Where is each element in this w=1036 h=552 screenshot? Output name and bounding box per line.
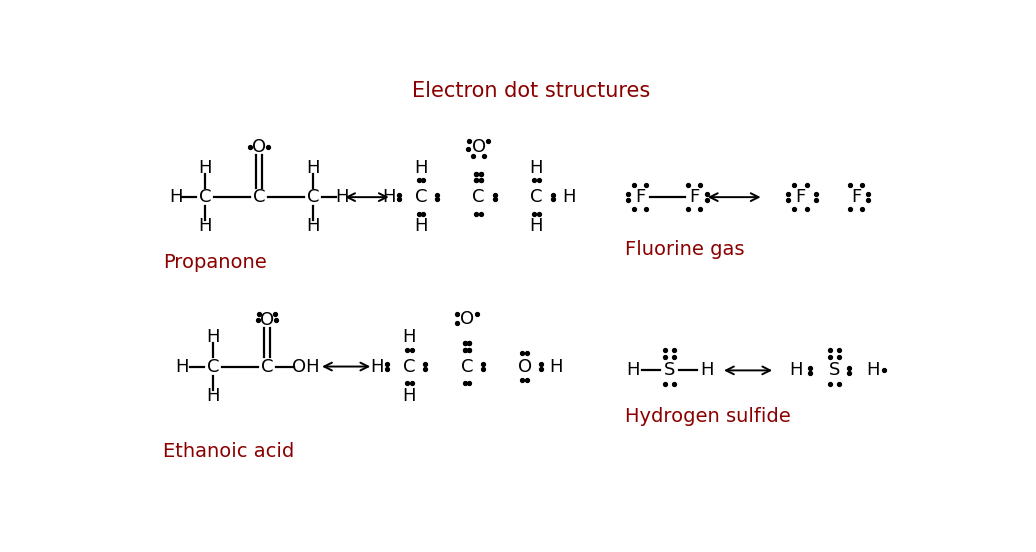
Text: O: O bbox=[252, 138, 266, 156]
Text: H: H bbox=[626, 362, 639, 379]
Text: H: H bbox=[307, 217, 320, 235]
Text: C: C bbox=[307, 188, 319, 206]
Text: H: H bbox=[529, 159, 543, 177]
Text: H: H bbox=[307, 159, 320, 177]
Text: Fluorine gas: Fluorine gas bbox=[625, 240, 745, 259]
Text: O: O bbox=[260, 311, 274, 330]
Text: H: H bbox=[529, 217, 543, 235]
Text: H: H bbox=[414, 217, 428, 235]
Text: H: H bbox=[199, 217, 212, 235]
Text: H: H bbox=[414, 159, 428, 177]
Text: C: C bbox=[472, 188, 485, 206]
Text: H: H bbox=[336, 188, 349, 206]
Text: H: H bbox=[549, 358, 563, 375]
Text: C: C bbox=[530, 188, 543, 206]
Text: F: F bbox=[635, 188, 645, 206]
Text: Electron dot structures: Electron dot structures bbox=[412, 81, 650, 101]
Text: H: H bbox=[175, 358, 189, 375]
Text: O: O bbox=[518, 358, 531, 375]
Text: OH: OH bbox=[291, 358, 319, 375]
Text: S: S bbox=[664, 362, 675, 379]
Text: H: H bbox=[562, 188, 575, 206]
Text: H: H bbox=[403, 387, 416, 405]
Text: O: O bbox=[460, 310, 474, 328]
Text: F: F bbox=[689, 188, 699, 206]
Text: O: O bbox=[471, 138, 486, 156]
Text: Hydrogen sulfide: Hydrogen sulfide bbox=[625, 407, 790, 426]
Text: C: C bbox=[403, 358, 415, 375]
Text: H: H bbox=[206, 328, 220, 346]
Text: Propanone: Propanone bbox=[163, 253, 266, 272]
Text: F: F bbox=[851, 188, 861, 206]
Text: H: H bbox=[789, 362, 803, 379]
Text: F: F bbox=[796, 188, 806, 206]
Text: H: H bbox=[169, 188, 182, 206]
Text: C: C bbox=[207, 358, 220, 375]
Text: H: H bbox=[381, 188, 396, 206]
Text: S: S bbox=[829, 362, 840, 379]
Text: C: C bbox=[261, 358, 274, 375]
Text: H: H bbox=[206, 387, 220, 405]
Text: C: C bbox=[253, 188, 265, 206]
Text: H: H bbox=[699, 362, 713, 379]
Text: C: C bbox=[414, 188, 427, 206]
Text: Ethanoic acid: Ethanoic acid bbox=[163, 442, 294, 461]
Text: C: C bbox=[199, 188, 211, 206]
Text: C: C bbox=[461, 358, 473, 375]
Text: H: H bbox=[403, 328, 416, 346]
Text: H: H bbox=[199, 159, 212, 177]
Text: H: H bbox=[866, 362, 880, 379]
Text: H: H bbox=[370, 358, 383, 375]
